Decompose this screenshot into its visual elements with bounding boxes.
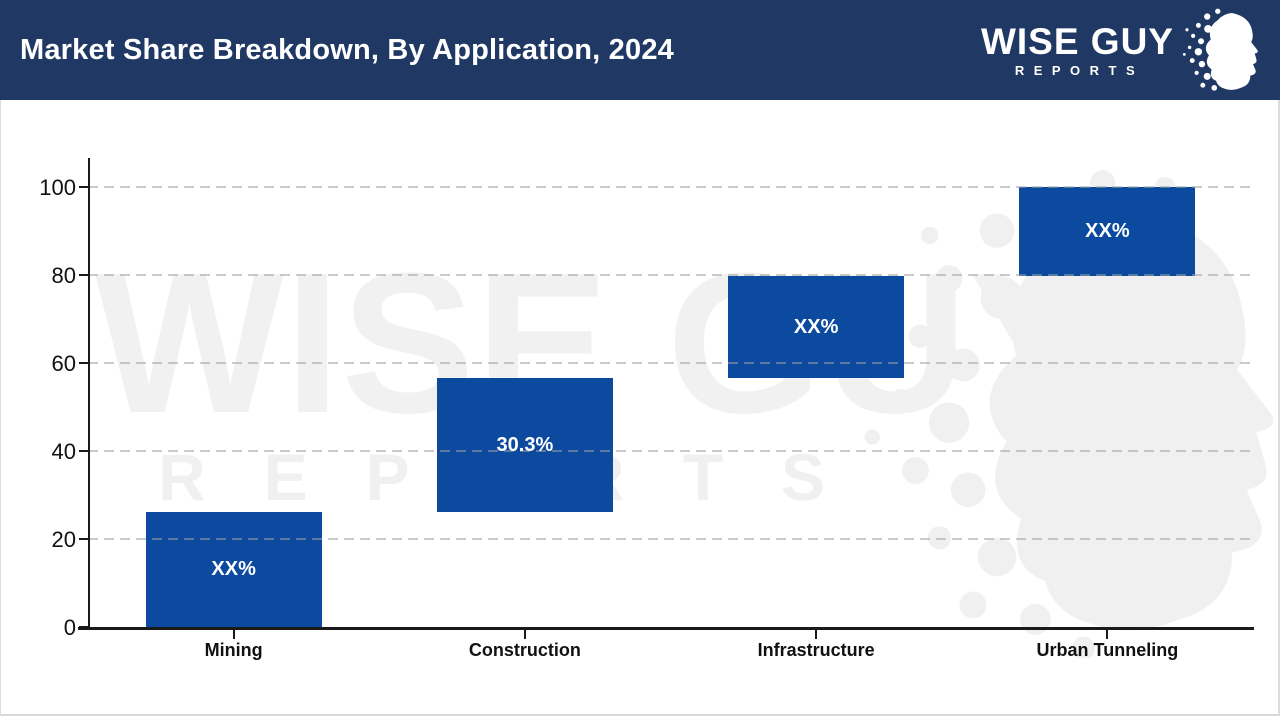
gridline — [88, 274, 1253, 276]
x-axis-tick — [815, 630, 818, 639]
y-axis-line — [88, 158, 90, 630]
x-axis-tick — [523, 630, 526, 639]
bar-mining — [145, 511, 322, 627]
x-axis-line — [78, 627, 1254, 630]
bar-value-label-urban-tunneling: XX% — [1085, 220, 1130, 243]
brand-subtitle: REPORTS — [1014, 63, 1145, 78]
y-axis-tick — [79, 274, 88, 276]
bar-construction — [436, 378, 613, 512]
x-axis-label-mining: Mining — [204, 640, 263, 660]
y-axis-tick-label: 60 — [51, 351, 76, 376]
y-axis-tick-label: 40 — [51, 439, 76, 464]
bar-value-label-infrastructure: XX% — [793, 316, 839, 339]
y-axis-tick — [79, 362, 88, 364]
gridline — [88, 362, 1253, 364]
bar-value-label-mining: XX% — [211, 558, 256, 581]
y-axis-tick-label: 100 — [39, 175, 76, 200]
dotted-face-watermark-icon — [864, 170, 1274, 658]
page-border-right — [1278, 100, 1280, 716]
y-axis-tick-label: 80 — [51, 263, 76, 288]
y-axis-tick — [79, 186, 88, 188]
gridline — [88, 538, 1253, 540]
y-axis-tick — [79, 538, 88, 540]
header-bar: Market Share Breakdown, By Application, … — [0, 0, 1280, 100]
bar-infrastructure — [728, 275, 905, 379]
y-axis-tick-label: 20 — [51, 527, 76, 552]
plot-area: 0 20 40 60 80 100 Mining XX% Construction 30.3% In… — [0, 100, 1280, 716]
page-border-bottom — [0, 714, 1280, 716]
x-axis-label-urban-tunneling: Urban Tunneling — [1036, 640, 1179, 660]
x-axis-tick — [1106, 630, 1109, 639]
gridline — [88, 450, 1253, 452]
x-axis-label-construction: Construction — [468, 640, 581, 660]
dotted-face-logo-icon — [1182, 8, 1258, 91]
x-axis-label-infrastructure: Infrastructure — [757, 640, 875, 660]
brand-logo-text: WISE GUY REPORTS — [981, 23, 1174, 77]
x-axis-tick — [232, 630, 235, 639]
y-axis-tick — [79, 626, 88, 628]
page-title: Market Share Breakdown, By Application, … — [20, 33, 674, 66]
bar-urban-tunneling — [1019, 187, 1196, 276]
bar-value-label-construction: 30.3% — [496, 434, 554, 457]
y-axis-tick-label: 0 — [63, 615, 76, 640]
gridline — [88, 186, 1253, 188]
brand-name: WISE GUY — [980, 21, 1174, 62]
brand-logo: WISE GUY REPORTS — [981, 6, 1262, 94]
page-border-left — [0, 100, 1, 716]
y-axis-tick — [79, 450, 88, 452]
